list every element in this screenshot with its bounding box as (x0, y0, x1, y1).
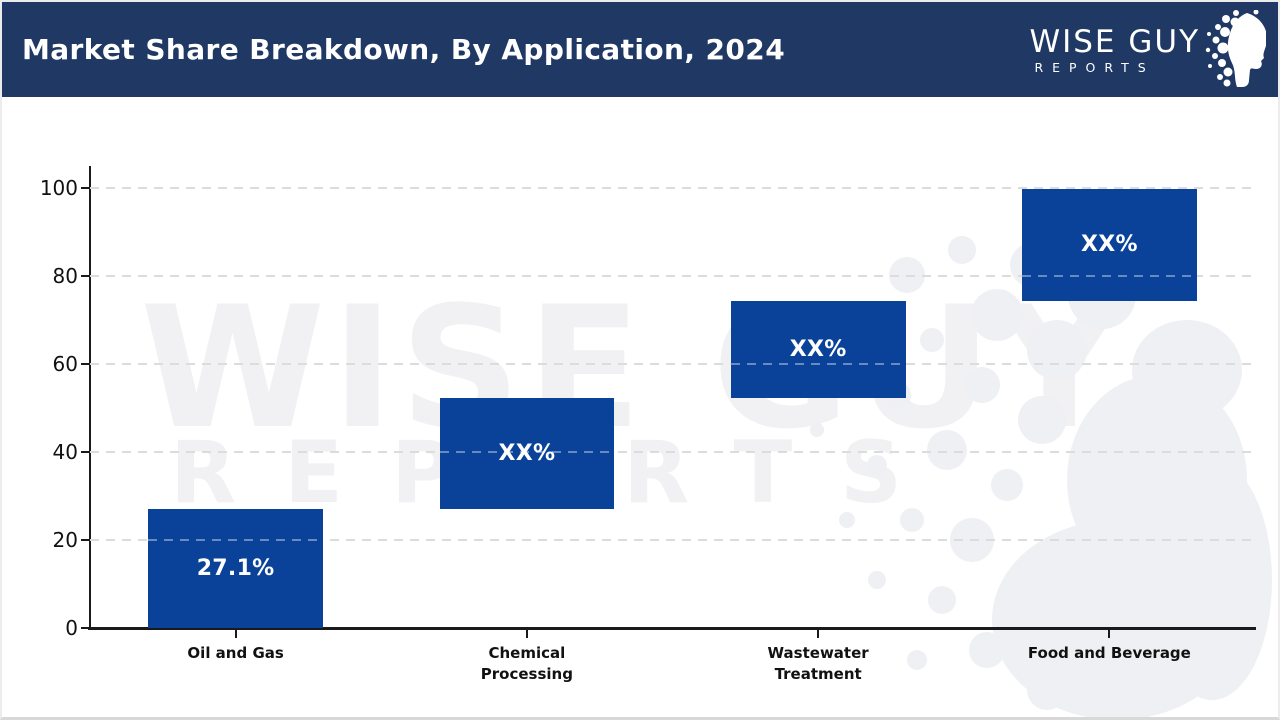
y-axis-tick (81, 187, 90, 189)
y-axis-tick (81, 275, 90, 277)
bar-value-label: XX% (1080, 232, 1138, 258)
y-axis-tick (81, 627, 90, 629)
bar-segment: XX% (730, 301, 906, 398)
bar-value-label: 27.1% (196, 555, 275, 581)
x-axis-tick (817, 630, 820, 638)
bar-segment: XX% (1022, 188, 1197, 302)
y-tick-label: 100 (39, 176, 78, 200)
bar-segment: 27.1% (148, 508, 323, 628)
y-tick-label: 20 (52, 528, 78, 552)
x-category-label: Oil and Gas (187, 644, 284, 662)
y-axis-tick (81, 539, 90, 541)
y-axis-tick (81, 451, 90, 453)
logo-text: WISE GUY REPORTS (1029, 25, 1200, 75)
logo-wordmark: WISE GUY (1029, 23, 1200, 60)
x-category-label: Chemical Processing (480, 644, 573, 683)
y-axis-tick (81, 363, 90, 365)
gridline-over-bar (1022, 274, 1197, 277)
gridline (90, 451, 1255, 453)
wise-guy-reports-logo: WISE GUY REPORTS (1029, 10, 1266, 90)
x-axis-tick (1108, 630, 1111, 638)
gridline (90, 363, 1255, 365)
header-banner: Market Share Breakdown, By Application, … (2, 2, 1278, 97)
gridline-over-bar (730, 362, 906, 365)
bar-segment: XX% (439, 397, 615, 509)
page-title: Market Share Breakdown, By Application, … (22, 33, 786, 66)
x-axis-line (88, 627, 1256, 630)
y-tick-label: 0 (65, 616, 78, 640)
wise-guy-head-icon (1205, 10, 1266, 87)
gridline-over-bar (148, 538, 323, 541)
gridline-over-bar (439, 450, 615, 453)
gridline (90, 187, 1255, 189)
y-tick-label: 80 (52, 264, 78, 288)
x-category-label: Wastewater Treatment (767, 644, 869, 683)
logo-subtitle: REPORTS (1034, 60, 1155, 76)
y-tick-label: 40 (52, 440, 78, 464)
y-tick-label: 60 (52, 352, 78, 376)
y-axis-line (89, 166, 91, 629)
x-axis-tick (525, 630, 528, 638)
bar-value-label: XX% (789, 336, 847, 362)
bar-value-label: XX% (498, 440, 556, 466)
x-axis-tick (234, 630, 237, 638)
x-category-label: Food and Beverage (1027, 644, 1191, 662)
gridline (90, 275, 1255, 277)
gridline (90, 539, 1255, 541)
